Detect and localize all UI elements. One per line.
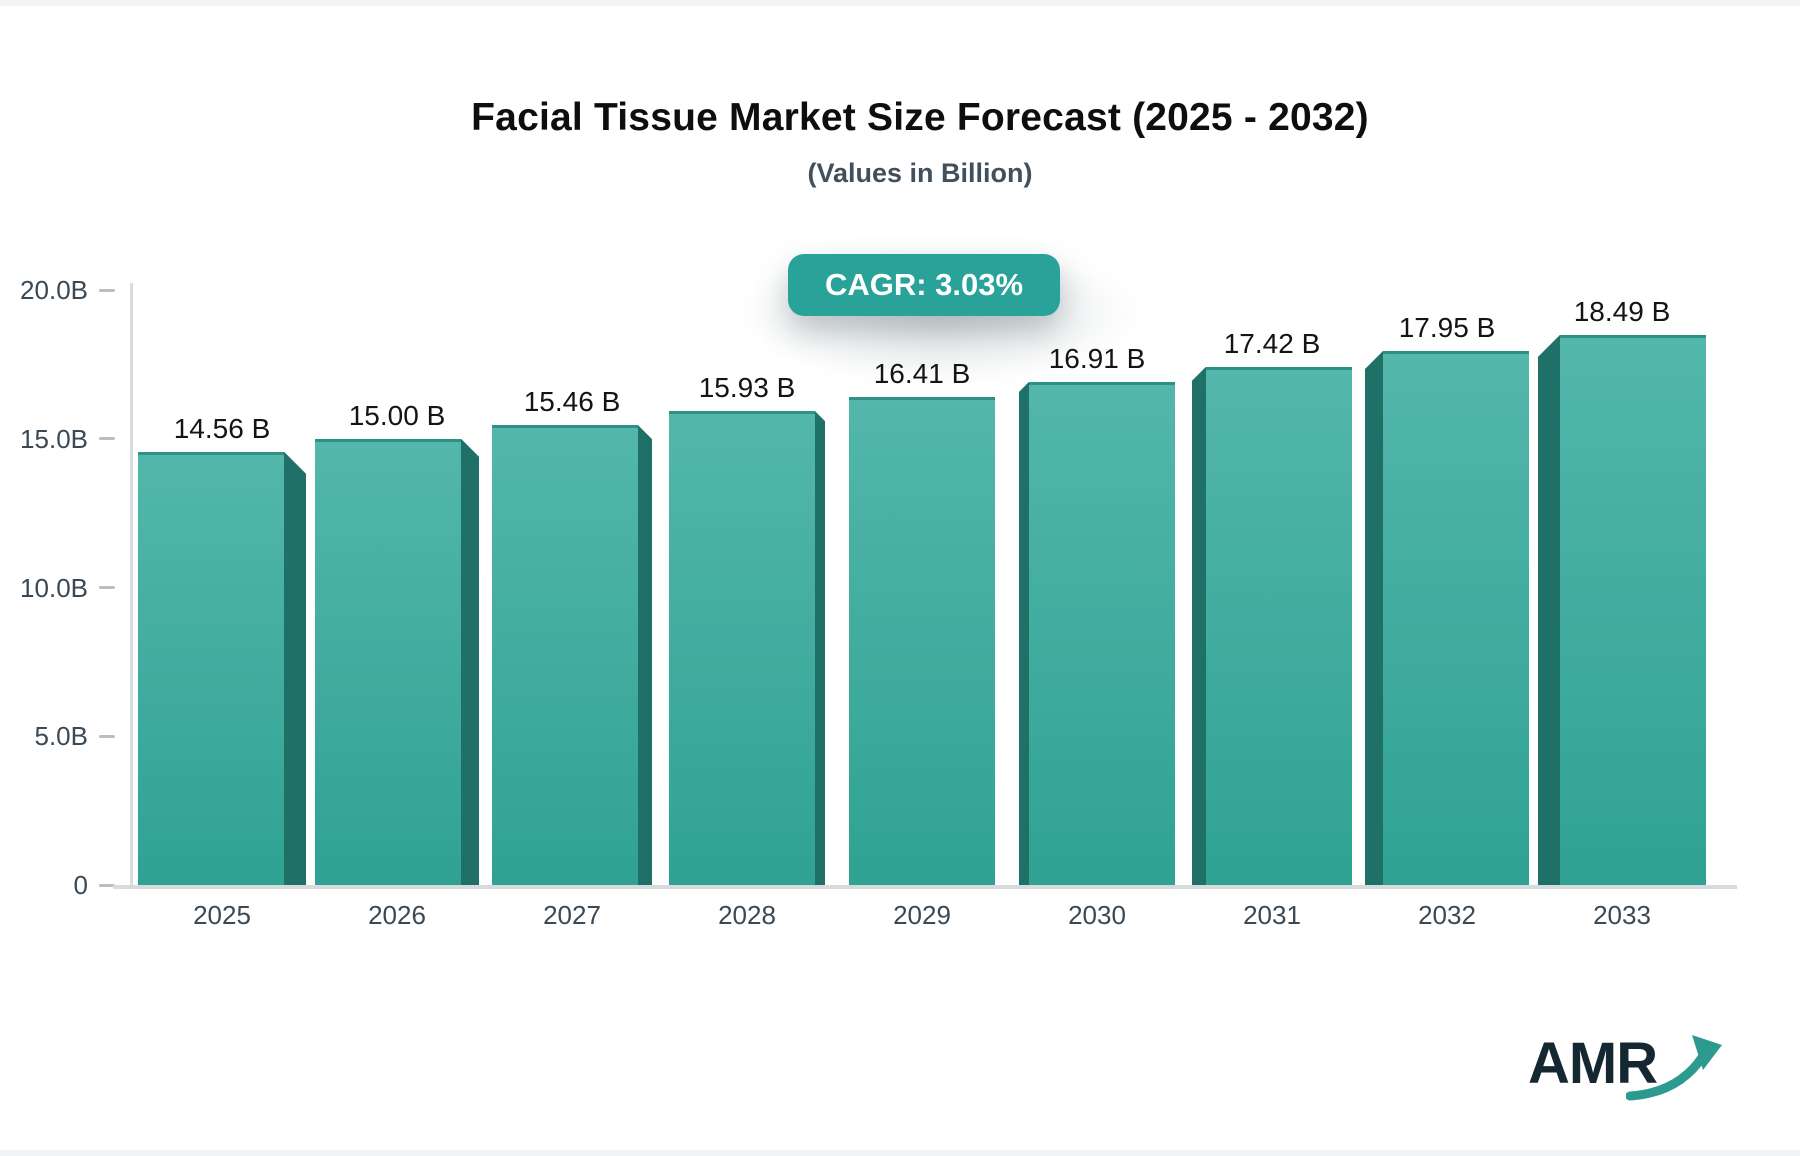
bar-value-label-2030: 16.91 B [1048,342,1146,374]
y-axis-tick [99,734,115,738]
y-axis-tick [99,437,115,441]
bar-side-panel-2028 [815,411,825,885]
bar-side-panel-2032 [1365,351,1383,885]
x-axis-line [113,885,1737,889]
chart-title: Facial Tissue Market Size Forecast (2025… [471,96,1369,139]
bar-2030 [1029,381,1175,885]
y-axis-tick-label: 15.0B [20,423,88,454]
amr-logo: AMR [1528,1030,1728,1120]
bar-side-panel-2025 [284,451,306,885]
cagr-badge: CAGR: 3.03% [788,254,1060,316]
growth-arrow-icon [1626,1035,1722,1101]
x-axis-label-2030: 2030 [1068,900,1126,930]
amr-logo-text: AMR [1528,1031,1658,1096]
bar-value-label-2032: 17.95 B [1398,312,1496,343]
x-axis-label-2032: 2032 [1418,900,1476,930]
bar-2026 [315,438,461,886]
y-axis-line [130,283,133,889]
bar-2032 [1383,351,1529,885]
y-axis-tick-label: 20.0B [20,275,88,305]
bar-side-panel-2027 [638,425,652,885]
bar-value-label-2031: 17.42 B [1223,327,1321,359]
chart-subtitle: (Values in Billion) [807,158,1033,188]
y-axis-tick [99,288,115,292]
y-axis-tick-label: 10.0B [20,572,88,603]
bar-value-label-2027: 15.46 B [523,386,621,418]
bar-2027 [492,425,638,885]
bar-value-label-2026: 15.00 B [348,399,446,431]
bar-2025 [138,451,284,885]
x-axis-label-2028: 2028 [718,900,776,930]
x-axis-label-2026: 2026 [368,900,426,930]
bar-2029 [849,396,995,885]
x-axis-label-2029: 2029 [893,900,951,930]
y-axis-tick-label: 0 [73,870,88,900]
bar-side-panel-2033 [1538,334,1560,885]
y-axis-tick [99,883,115,887]
x-axis-label-2031: 2031 [1243,900,1301,930]
y-axis-tick-label: 5.0B [34,721,89,752]
bar-2028 [669,411,815,885]
bar-side-panel-2030 [1019,381,1029,885]
bar-value-label-2028: 15.93 B [698,372,796,404]
x-axis-label-2033: 2033 [1593,900,1651,930]
bar-2033 [1560,334,1706,885]
y-axis-tick [99,586,115,589]
bar-value-label-2025: 14.56 B [173,412,271,444]
x-axis-label-2027: 2027 [543,900,601,930]
bar-side-panel-2026 [461,438,479,886]
bar-2031 [1206,366,1352,885]
bar-side-panel-2031 [1192,366,1206,885]
bar-value-label-2033: 18.49 B [1573,295,1671,327]
x-axis-label-2025: 2025 [193,900,251,930]
bar-value-label-2029: 16.41 B [873,357,971,389]
